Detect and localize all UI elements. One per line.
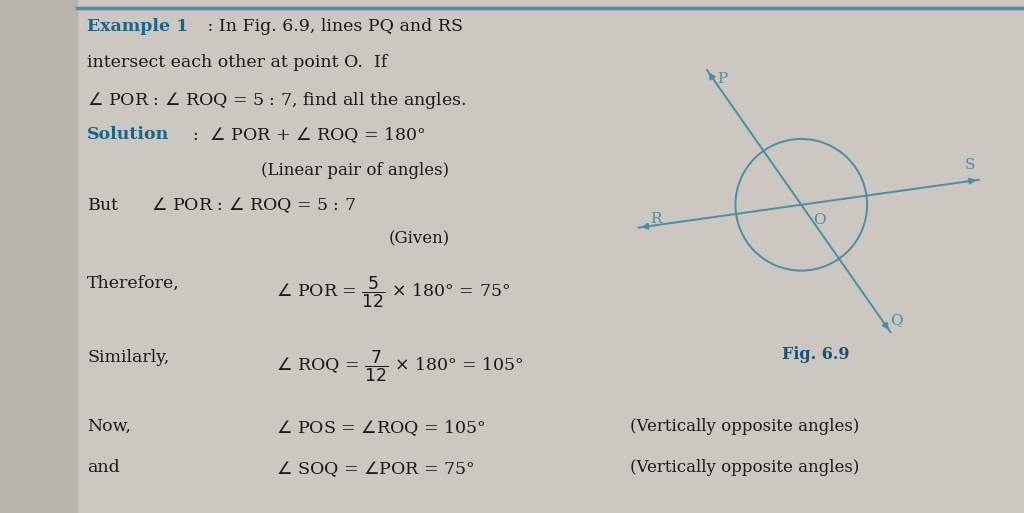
Text: O: O — [813, 213, 825, 227]
Text: Therefore,: Therefore, — [87, 274, 180, 291]
Text: $\angle$ SOQ = $\angle$POR = 75°: $\angle$ SOQ = $\angle$POR = 75° — [276, 459, 475, 479]
Text: (Linear pair of angles): (Linear pair of angles) — [261, 162, 450, 179]
Text: :  $\angle$ POR + $\angle$ ROQ = 180°: : $\angle$ POR + $\angle$ ROQ = 180° — [187, 126, 426, 145]
Text: $\angle$ POR : $\angle$ ROQ = 5 : 7, find all the angles.: $\angle$ POR : $\angle$ ROQ = 5 : 7, fin… — [87, 90, 467, 111]
Text: Fig. 6.9: Fig. 6.9 — [782, 346, 850, 363]
Text: intersect each other at point O.  If: intersect each other at point O. If — [87, 54, 387, 71]
Text: Q: Q — [890, 313, 903, 327]
Text: $\angle$ POS = $\angle$ROQ = 105°: $\angle$ POS = $\angle$ROQ = 105° — [276, 418, 486, 438]
Text: $\angle$ POR = $\dfrac{5}{12}$ $\times$ 180° = 75°: $\angle$ POR = $\dfrac{5}{12}$ $\times$ … — [276, 274, 511, 310]
Text: S: S — [965, 158, 975, 172]
Text: P: P — [717, 72, 727, 86]
Text: R: R — [650, 212, 662, 226]
Text: (Given): (Given) — [389, 231, 451, 248]
Text: (Vertically opposite angles): (Vertically opposite angles) — [630, 418, 859, 435]
Text: (Vertically opposite angles): (Vertically opposite angles) — [630, 459, 859, 476]
Text: and: and — [87, 459, 120, 476]
Bar — [0, 0, 77, 513]
Text: Similarly,: Similarly, — [87, 349, 169, 366]
Text: But      $\angle$ POR : $\angle$ ROQ = 5 : 7: But $\angle$ POR : $\angle$ ROQ = 5 : 7 — [87, 195, 356, 214]
Text: $\angle$ ROQ = $\dfrac{7}{12}$ $\times$ 180° = 105°: $\angle$ ROQ = $\dfrac{7}{12}$ $\times$ … — [276, 349, 524, 384]
Text: Example 1: Example 1 — [87, 18, 188, 35]
Text: : In Fig. 6.9, lines PQ and RS: : In Fig. 6.9, lines PQ and RS — [202, 18, 463, 35]
Text: Solution: Solution — [87, 126, 169, 143]
Text: Now,: Now, — [87, 418, 131, 435]
